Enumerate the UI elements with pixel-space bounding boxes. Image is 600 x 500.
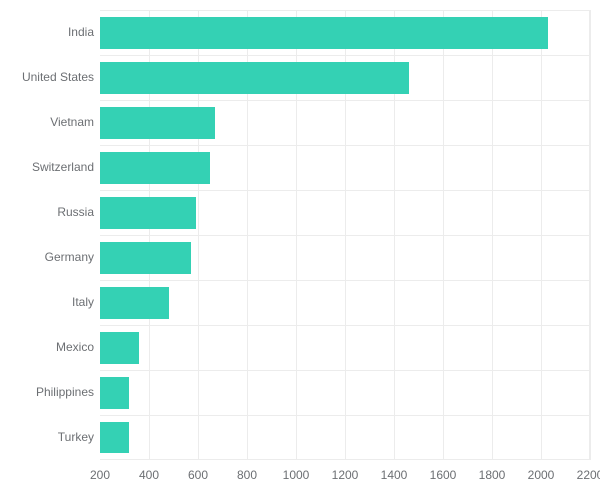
bar [100,152,210,184]
x-axis-tick: 2200 [577,468,600,482]
y-axis-label: Italy [4,280,94,325]
bar [100,107,215,139]
x-axis-tick: 600 [188,468,208,482]
chart-row [100,10,589,55]
x-axis-tick: 1000 [283,468,310,482]
x-axis-tick: 400 [139,468,159,482]
x-axis-tick: 2000 [528,468,555,482]
y-axis-label: Mexico [4,325,94,370]
y-axis-label: Russia [4,190,94,235]
chart-row [100,325,589,370]
plot-area [100,10,590,460]
bar [100,287,169,319]
x-axis-tick: 1800 [479,468,506,482]
chart-row [100,145,589,190]
y-axis-label: United States [4,55,94,100]
y-axis-label: India [4,10,94,55]
y-axis-label: Germany [4,235,94,280]
bar [100,197,196,229]
bar [100,242,191,274]
chart-row [100,415,589,460]
bar [100,332,139,364]
x-axis-tick: 1400 [381,468,408,482]
bar [100,17,548,49]
bar-chart: IndiaUnited StatesVietnamSwitzerlandRuss… [0,0,600,500]
bar [100,422,129,453]
y-axis-label: Philippines [4,370,94,415]
x-axis-tick: 1200 [332,468,359,482]
x-axis-tick: 800 [237,468,257,482]
chart-row [100,370,589,415]
chart-row [100,100,589,145]
bar [100,377,129,409]
gridline [590,10,591,460]
x-axis-tick: 1600 [430,468,457,482]
y-axis-label: Switzerland [4,145,94,190]
x-axis: 2004006008001000120014001600180020002200 [100,460,590,490]
chart-row [100,235,589,280]
y-axis-label: Turkey [4,415,94,460]
chart-row [100,280,589,325]
y-axis-label: Vietnam [4,100,94,145]
chart-row [100,55,589,100]
bar [100,62,409,94]
x-axis-tick: 200 [90,468,110,482]
chart-row [100,190,589,235]
